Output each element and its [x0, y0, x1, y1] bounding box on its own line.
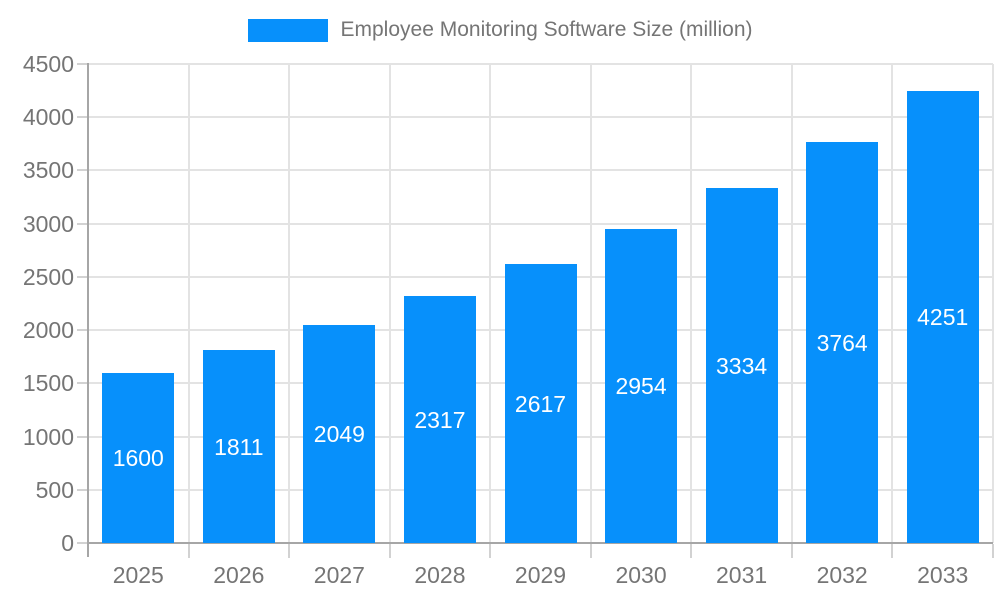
y-axis-label: 3000	[22, 210, 74, 237]
x-tick	[589, 544, 592, 558]
bar-2033[interactable]	[906, 90, 979, 543]
x-axis-line	[87, 542, 993, 544]
y-tick	[77, 63, 88, 65]
bar-value-label: 4251	[917, 303, 969, 330]
bar-2028[interactable]	[403, 296, 476, 543]
x-tick	[690, 544, 693, 558]
y-tick	[77, 382, 88, 385]
gridline-vertical	[690, 64, 693, 543]
x-tick	[187, 544, 190, 558]
y-axis-label: 4500	[22, 51, 74, 77]
y-axis-label: 500	[35, 476, 74, 503]
x-tick	[891, 544, 894, 558]
bar-value-label: 2617	[514, 390, 567, 417]
x-tick	[790, 544, 793, 558]
gridline-vertical	[891, 64, 894, 543]
y-axis-label: 2000	[22, 317, 74, 344]
y-axis-label: 1500	[22, 370, 74, 397]
bar-value-label: 1600	[112, 444, 164, 471]
x-axis-label: 2029	[514, 562, 567, 588]
bar-value-label: 2954	[615, 372, 667, 399]
y-axis-label: 1000	[22, 423, 74, 450]
bar-value-label: 2317	[414, 406, 466, 433]
y-tick	[77, 275, 88, 278]
gridline-vertical	[992, 64, 994, 543]
y-tick	[77, 488, 88, 491]
y-tick	[77, 116, 88, 119]
x-axis-label: 2025	[112, 562, 164, 588]
bar-2030[interactable]	[605, 228, 678, 543]
x-axis-label: 2033	[917, 562, 969, 588]
y-tick	[77, 169, 88, 172]
x-tick	[388, 544, 391, 558]
y-axis-label: 4000	[22, 104, 74, 131]
legend-swatch	[247, 18, 328, 42]
gridline-horizontal	[88, 116, 993, 119]
gridline-horizontal	[88, 63, 993, 65]
y-tick	[77, 222, 88, 225]
y-tick	[77, 435, 88, 438]
gridline-vertical	[790, 64, 793, 543]
y-axis-label: 0	[61, 530, 74, 556]
bar-2029[interactable]	[504, 264, 577, 543]
gridline-vertical	[388, 64, 391, 543]
x-axis-label: 2032	[816, 562, 868, 588]
bar-2031[interactable]	[705, 188, 778, 543]
bar-2032[interactable]	[806, 142, 879, 543]
gridline-vertical	[187, 64, 190, 543]
gridline-vertical	[589, 64, 592, 543]
bar-value-label: 1811	[214, 433, 264, 460]
bar-2027[interactable]	[303, 324, 376, 543]
x-axis-label: 2030	[615, 562, 667, 588]
x-tick	[992, 544, 994, 558]
chart-legend: Employee Monitoring Software Size (milli…	[0, 18, 1000, 42]
gridline-horizontal	[88, 222, 993, 225]
y-tick	[77, 329, 88, 332]
y-tick	[77, 542, 88, 544]
x-axis-label: 2027	[313, 562, 365, 588]
legend-label: Employee Monitoring Software Size (milli…	[340, 18, 753, 41]
x-axis-label: 2031	[716, 562, 768, 588]
bar-2026[interactable]	[202, 350, 275, 543]
bar-2025[interactable]	[102, 372, 175, 543]
gridline-vertical	[489, 64, 492, 543]
y-axis-label: 2500	[22, 263, 74, 290]
x-axis-label: 2028	[414, 562, 466, 588]
x-tick	[288, 544, 291, 558]
bar-value-label: 2049	[313, 420, 365, 447]
y-axis-line	[87, 63, 89, 557]
x-axis-label: 2026	[213, 562, 265, 588]
bar-value-label: 3334	[716, 352, 768, 379]
gridline-horizontal	[88, 169, 993, 172]
y-axis-label: 3500	[22, 157, 74, 184]
gridline-vertical	[288, 64, 291, 543]
x-tick	[489, 544, 492, 558]
bar-value-label: 3764	[816, 329, 868, 356]
